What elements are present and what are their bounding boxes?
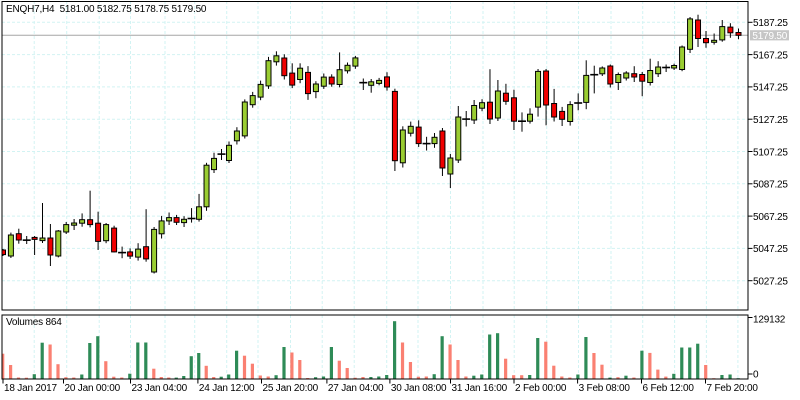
svg-text:5187.25: 5187.25	[753, 18, 788, 29]
svg-text:5167.25: 5167.25	[753, 50, 788, 61]
svg-text:6 Feb 12:00: 6 Feb 12:00	[643, 383, 695, 394]
svg-text:24 Jan 12:00: 24 Jan 12:00	[199, 383, 255, 394]
svg-text:31 Jan 16:00: 31 Jan 16:00	[452, 383, 508, 394]
svg-text:5047.25: 5047.25	[753, 244, 788, 255]
svg-text:27 Jan 04:00: 27 Jan 04:00	[328, 383, 384, 394]
svg-text:23 Jan 04:00: 23 Jan 04:00	[132, 383, 188, 394]
svg-text:5087.25: 5087.25	[753, 180, 788, 191]
svg-text:5179.50: 5179.50	[752, 31, 787, 42]
svg-text:30 Jan 08:00: 30 Jan 08:00	[391, 383, 447, 394]
svg-text:ENQH7,H4 5181.00 5182.75 5178: ENQH7,H4 5181.00 5182.75 5178.75 5179.50	[6, 4, 207, 15]
svg-text:129132: 129132	[753, 314, 786, 325]
svg-text:5027.25: 5027.25	[753, 277, 788, 288]
svg-text:25 Jan 20:00: 25 Jan 20:00	[263, 383, 319, 394]
svg-text:5107.25: 5107.25	[753, 147, 788, 158]
svg-text:Volumes 864: Volumes 864	[6, 317, 62, 328]
svg-text:5067.25: 5067.25	[753, 212, 788, 223]
svg-text:7 Feb 20:00: 7 Feb 20:00	[707, 383, 759, 394]
svg-text:3 Feb 08:00: 3 Feb 08:00	[579, 383, 631, 394]
svg-text:5147.25: 5147.25	[753, 83, 788, 94]
svg-text:2 Feb 00:00: 2 Feb 00:00	[515, 383, 567, 394]
svg-text:18 Jan 2017: 18 Jan 2017	[4, 383, 57, 394]
svg-text:0: 0	[753, 370, 759, 381]
svg-text:20 Jan 00:00: 20 Jan 00:00	[65, 383, 121, 394]
svg-text:5127.25: 5127.25	[753, 115, 788, 126]
